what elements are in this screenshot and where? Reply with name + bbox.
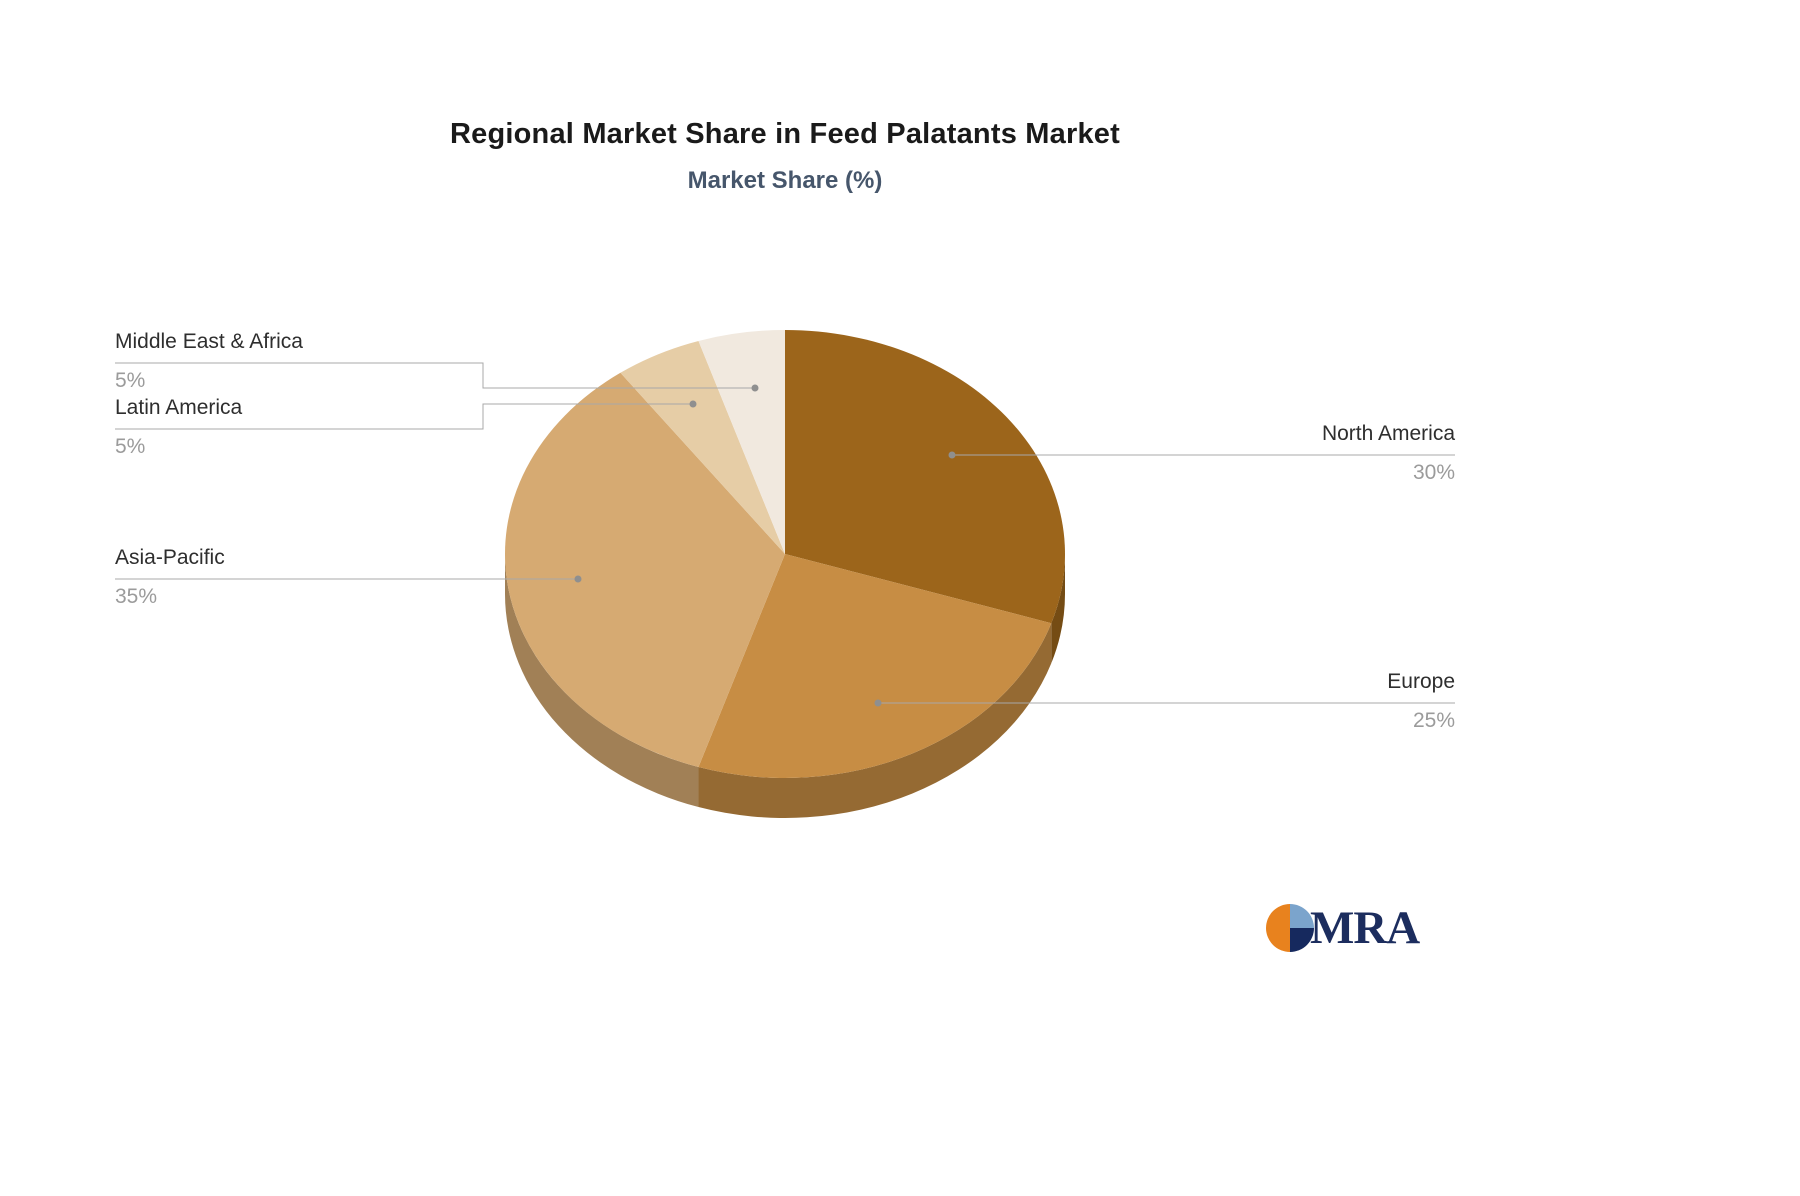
leader-dot-latin-america <box>689 400 697 408</box>
pie-slice-asia-pacific <box>504 372 785 768</box>
pie-slice-middle-east-africa <box>698 330 785 554</box>
callout-label-asia-pacific: Asia-Pacific <box>115 546 225 569</box>
leader-dot-asia-pacific <box>574 575 582 583</box>
callout-label-middle-east-africa: Middle East & Africa <box>115 330 303 353</box>
callout-value-middle-east-africa: 5% <box>115 369 146 392</box>
pie-rim-asia-pacific <box>505 554 699 808</box>
callout-label-north-america: North America <box>1321 422 1455 445</box>
pie-slice-latin-america <box>620 340 785 554</box>
callout-value-europe: 25% <box>1412 709 1455 732</box>
leader-dot-north-america <box>948 451 956 459</box>
callout-value-asia-pacific: 35% <box>115 585 158 608</box>
pie-rim-europe <box>698 623 1052 818</box>
brand-logo: MRA <box>1263 901 1420 955</box>
callout-value-north-america: 30% <box>1412 461 1455 484</box>
callout-value-latin-america: 5% <box>115 435 146 458</box>
callout-label-europe: Europe <box>1387 670 1455 693</box>
chart-subtitle: Market Share (%) <box>687 167 883 194</box>
brand-logo-icon <box>1266 904 1314 952</box>
pie-slice-north-america <box>785 330 1065 624</box>
leader-dot-europe <box>874 699 882 707</box>
leader-line-middle-east-africa <box>115 362 755 389</box>
leader-dot-middle-east-africa <box>751 384 759 392</box>
chart-title: Regional Market Share in Feed Palatants … <box>450 118 1120 150</box>
callout-label-latin-america: Latin America <box>115 396 243 419</box>
leader-line-latin-america <box>115 403 693 430</box>
brand-logo-text: MRA <box>1310 902 1420 954</box>
pie-rim-north-america <box>1051 554 1065 664</box>
pie-slice-europe <box>698 554 1052 779</box>
